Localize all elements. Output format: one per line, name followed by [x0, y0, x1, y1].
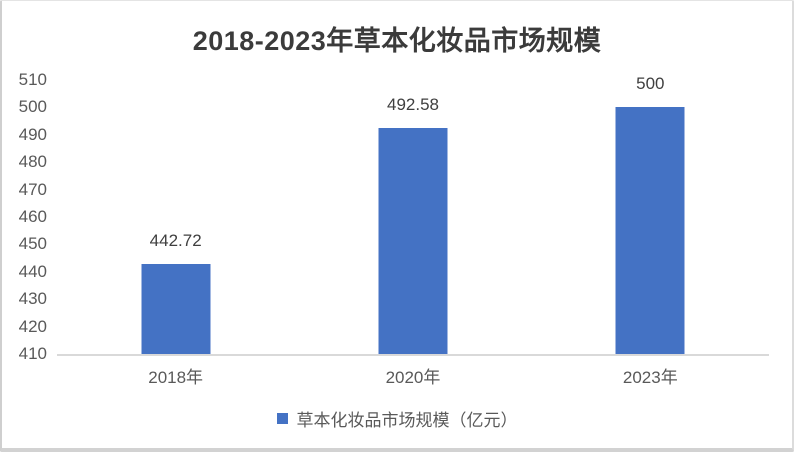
- legend-label: 草本化妆品市场规模（亿元）: [296, 411, 518, 430]
- y-tick-label: 450: [18, 234, 47, 254]
- bar[interactable]: [615, 107, 685, 354]
- bar[interactable]: [378, 127, 448, 354]
- legend-marker-icon: [276, 413, 288, 424]
- y-tick-label: 440: [18, 261, 47, 281]
- value-label: 500: [636, 74, 665, 94]
- y-tick-label: 480: [18, 152, 47, 172]
- y-tick-label: 410: [18, 344, 47, 363]
- value-label: 492.58: [386, 94, 439, 114]
- y-tick-label: 470: [18, 179, 47, 199]
- y-tick-label: 510: [18, 70, 47, 89]
- y-tick-label: 430: [18, 289, 47, 309]
- category-slot: 500 2023年: [532, 74, 769, 387]
- y-tick-label: 490: [18, 124, 47, 144]
- chart-title: 2018-2023年草本化妆品市场规模: [192, 26, 602, 56]
- plot-area: 442.72 2018年 492.58 2020年 500 2023年: [57, 74, 769, 387]
- bar[interactable]: [141, 264, 211, 354]
- legend[interactable]: 草本化妆品市场规模（亿元）: [2, 406, 792, 431]
- y-tick-label: 420: [18, 316, 47, 336]
- category-slot: 442.72 2018年: [57, 80, 294, 387]
- y-axis: 510 500 490 480 470 460 450 440 430 420 410: [2, 70, 47, 363]
- category-slot: 492.58 2020年: [294, 80, 531, 387]
- x-tick-label: 2018年: [148, 368, 204, 387]
- x-tick-label: 2023年: [622, 368, 678, 387]
- y-tick-label: 500: [18, 97, 47, 117]
- value-label: 442.72: [149, 231, 202, 251]
- y-tick-label: 460: [18, 207, 47, 226]
- x-tick-label: 2020年: [385, 368, 441, 387]
